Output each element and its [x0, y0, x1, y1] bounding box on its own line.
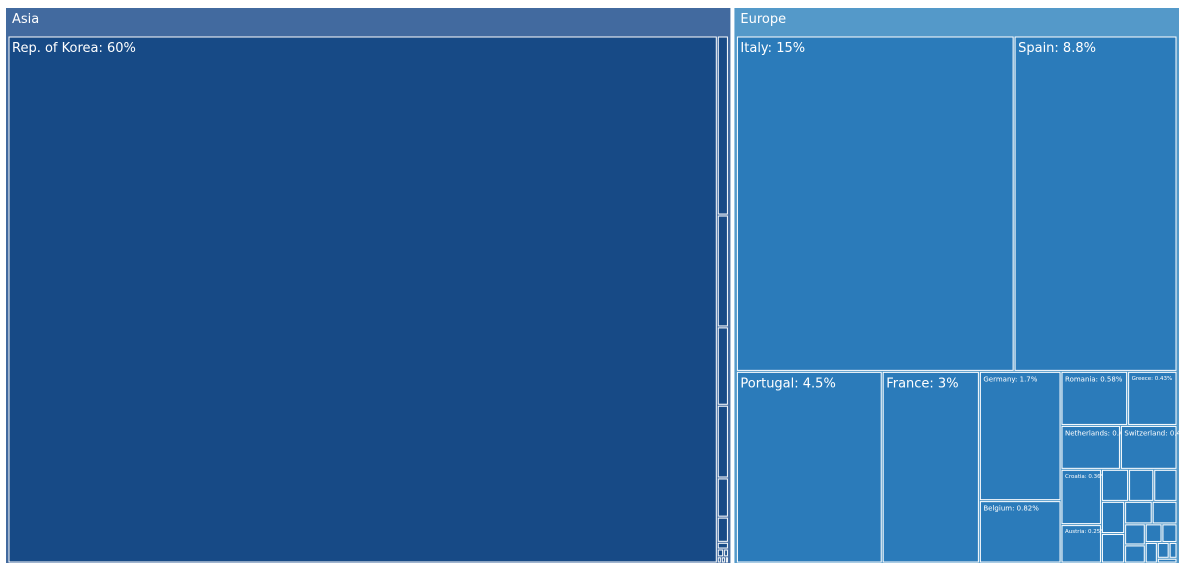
tile-item-17[interactable] — [1125, 501, 1152, 524]
tile-item-24-rect[interactable] — [1157, 542, 1169, 558]
tile-rep-of-korea-rect[interactable] — [8, 36, 717, 563]
tile-austria[interactable]: Austria: 0.25% — [1061, 525, 1106, 563]
tile-france-label: France: 3% — [886, 376, 958, 391]
tile-item-15-rect[interactable] — [1101, 501, 1125, 534]
tile-item-12-rect[interactable] — [1101, 469, 1129, 501]
tile-item-1[interactable] — [717, 36, 728, 215]
group-europe: Europe Italy: 15% Spain: 8.8% Portugal: 4.5… — [734, 8, 1179, 563]
group-europe-header-label: Europe — [740, 12, 786, 27]
tile-item-3[interactable] — [717, 327, 728, 405]
group-asia: Asia Rep. of Korea: 60% — [6, 8, 731, 563]
tile-item-12[interactable] — [1101, 469, 1129, 501]
tile-italy-label: Italy: 15% — [740, 41, 805, 56]
tile-switzerland-label: Switzerland: 0.4% — [1124, 429, 1179, 437]
tile-croatia[interactable]: Croatia: 0.36% — [1061, 469, 1106, 525]
tile-rep-of-korea-label: Rep. of Korea: 60% — [12, 41, 136, 56]
tile-austria-rect[interactable] — [1061, 525, 1101, 563]
tile-item-9[interactable] — [724, 549, 728, 557]
tile-romania[interactable]: Romania: 0.58% — [1061, 371, 1128, 425]
tile-croatia-rect[interactable] — [1061, 469, 1101, 525]
tile-item-23-rect[interactable] — [1145, 542, 1157, 563]
tile-item-19-rect[interactable] — [1125, 524, 1145, 545]
tile-item-2[interactable] — [717, 215, 728, 327]
tile-spain[interactable]: Spain: 8.8% — [1014, 36, 1177, 371]
tile-item-19[interactable] — [1125, 524, 1145, 545]
tile-france-rect[interactable] — [882, 371, 979, 563]
tile-item-25[interactable] — [1169, 542, 1177, 558]
tile-romania-rect[interactable] — [1061, 371, 1128, 425]
tile-item-26[interactable] — [1157, 558, 1177, 563]
tile-item-9-rect[interactable] — [724, 549, 728, 557]
tile-item-12[interactable] — [725, 557, 728, 563]
tile-romania-label: Romania: 0.58% — [1065, 375, 1123, 383]
tile-switzerland-rect[interactable] — [1120, 425, 1177, 469]
tile-item-21[interactable] — [1145, 524, 1162, 542]
tile-item-21-rect[interactable] — [1145, 524, 1162, 542]
tile-item-20-rect[interactable] — [1125, 545, 1145, 563]
tile-germany-label: Germany: 1.7% — [983, 375, 1037, 383]
tile-netherlands-label: Netherlands: 0.42% — [1065, 429, 1135, 437]
tile-greece-label: Greece: 0.43% — [1132, 376, 1173, 382]
tile-france[interactable]: France: 3% — [882, 371, 979, 563]
tile-item-22-rect[interactable] — [1162, 524, 1177, 542]
tile-item-7-rect[interactable] — [717, 542, 728, 549]
tile-item-7[interactable] — [717, 542, 728, 549]
tile-italy-rect[interactable] — [736, 36, 1014, 371]
tile-item-24[interactable] — [1157, 542, 1169, 558]
tile-rep-of-korea[interactable]: Rep. of Korea: 60% — [8, 36, 717, 563]
tile-item-11[interactable] — [721, 557, 725, 563]
tile-greece[interactable]: Greece: 0.43% — [1128, 371, 1177, 425]
tile-spain-label: Spain: 8.8% — [1018, 41, 1096, 56]
tile-italy[interactable]: Italy: 15% — [736, 36, 1014, 371]
tile-item-12-rect[interactable] — [725, 557, 728, 563]
tile-item-6-rect[interactable] — [717, 517, 728, 542]
tile-item-25-rect[interactable] — [1169, 542, 1177, 558]
tile-item-4[interactable] — [717, 405, 728, 478]
tile-spain-rect[interactable] — [1014, 36, 1177, 371]
tile-item-22[interactable] — [1162, 524, 1177, 542]
tile-austria-label: Austria: 0.25% — [1065, 529, 1106, 535]
tile-item-17-rect[interactable] — [1125, 501, 1152, 524]
tile-portugal-rect[interactable] — [736, 371, 882, 563]
tile-item-20[interactable] — [1125, 545, 1145, 563]
tile-item-16[interactable] — [1101, 534, 1125, 563]
tile-item-15[interactable] — [1101, 501, 1125, 534]
tile-item-6[interactable] — [717, 517, 728, 542]
tile-item-13[interactable] — [1129, 469, 1154, 501]
tile-portugal[interactable]: Portugal: 4.5% — [736, 371, 882, 563]
tile-item-5-rect[interactable] — [717, 478, 728, 517]
group-asia-header-label: Asia — [12, 12, 39, 27]
tile-item-8[interactable] — [717, 549, 724, 557]
tile-item-1-rect[interactable] — [717, 36, 728, 215]
tile-item-13-rect[interactable] — [1129, 469, 1154, 501]
tile-greece-rect[interactable] — [1128, 371, 1177, 425]
tile-item-10-rect[interactable] — [717, 557, 721, 563]
tile-item-3-rect[interactable] — [717, 327, 728, 405]
tile-germany-rect[interactable] — [979, 371, 1061, 501]
tile-belgium-label: Belgium: 0.82% — [983, 505, 1039, 513]
tile-item-23[interactable] — [1145, 542, 1157, 563]
tile-germany[interactable]: Germany: 1.7% — [979, 371, 1061, 501]
tile-item-18-rect[interactable] — [1152, 501, 1177, 524]
tile-item-14-rect[interactable] — [1154, 469, 1177, 501]
tile-item-5[interactable] — [717, 478, 728, 517]
tile-croatia-label: Croatia: 0.36% — [1065, 474, 1106, 480]
tile-switzerland[interactable]: Switzerland: 0.4% — [1120, 425, 1179, 469]
tile-item-26-rect[interactable] — [1157, 558, 1177, 563]
tile-item-10[interactable] — [717, 557, 721, 563]
tile-netherlands-rect[interactable] — [1061, 425, 1120, 469]
tile-item-11-rect[interactable] — [721, 557, 725, 563]
tile-item-16-rect[interactable] — [1101, 534, 1125, 563]
tile-belgium[interactable]: Belgium: 0.82% — [979, 501, 1061, 563]
tile-item-2-rect[interactable] — [717, 215, 728, 327]
tile-item-8-rect[interactable] — [717, 549, 724, 557]
tile-item-18[interactable] — [1152, 501, 1177, 524]
tile-netherlands[interactable]: Netherlands: 0.42% — [1061, 425, 1135, 469]
tile-item-4-rect[interactable] — [717, 405, 728, 478]
tile-portugal-label: Portugal: 4.5% — [740, 376, 835, 391]
tile-belgium-rect[interactable] — [979, 501, 1061, 563]
tile-item-14[interactable] — [1154, 469, 1177, 501]
